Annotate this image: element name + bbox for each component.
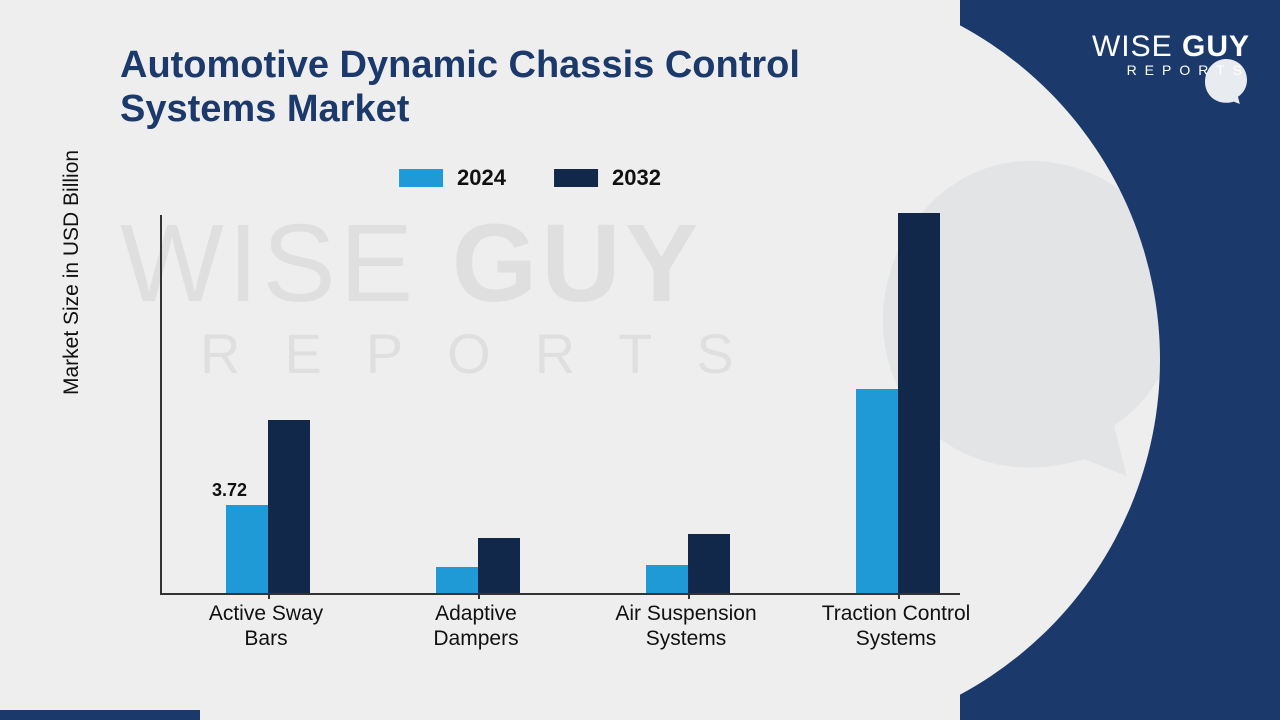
bar-2032 (898, 213, 940, 593)
bottom-accent-bar (0, 710, 200, 720)
legend-item-2024: 2024 (399, 165, 506, 191)
legend-label-2024: 2024 (457, 165, 506, 191)
chart-area: 2024 2032 Market Size in USD Billion 3.7… (80, 165, 980, 695)
bar-2024 (226, 505, 268, 593)
legend-label-2032: 2032 (612, 165, 661, 191)
x-tick (898, 593, 900, 599)
x-tick (478, 593, 480, 599)
bar-value-label: 3.72 (212, 480, 247, 501)
bar-2024 (436, 567, 478, 593)
page-root: WISE GUY REPORTS WISE GUY REPORTS Automo… (0, 0, 1280, 720)
legend-item-2032: 2032 (554, 165, 661, 191)
brand-logo: WISE GUY REPORTS (1092, 30, 1250, 78)
x-axis-category-label: Active Sway Bars (186, 601, 346, 651)
bar-2032 (268, 420, 310, 593)
x-axis-category-label: Air Suspension Systems (606, 601, 766, 651)
bar-2024 (646, 565, 688, 594)
bar-2024 (856, 389, 898, 593)
x-axis-category-label: Adaptive Dampers (396, 601, 556, 651)
legend-swatch-2024 (399, 169, 443, 187)
plot-area: 3.72 (160, 215, 960, 595)
bar-2032 (688, 534, 730, 593)
chart-title: Automotive Dynamic Chassis Control Syste… (120, 44, 840, 131)
x-axis-labels: Active Sway Bars Adaptive Dampers Air Susp… (160, 601, 960, 691)
brand-wise: WISE (1092, 30, 1173, 63)
legend: 2024 2032 (399, 165, 661, 191)
bar-2032 (478, 538, 520, 593)
y-axis-label: Market Size in USD Billion (60, 150, 84, 395)
x-tick (688, 593, 690, 599)
x-axis-category-label: Traction Control Systems (816, 601, 976, 651)
brand-head-icon (1196, 56, 1256, 116)
x-tick (268, 593, 270, 599)
legend-swatch-2032 (554, 169, 598, 187)
